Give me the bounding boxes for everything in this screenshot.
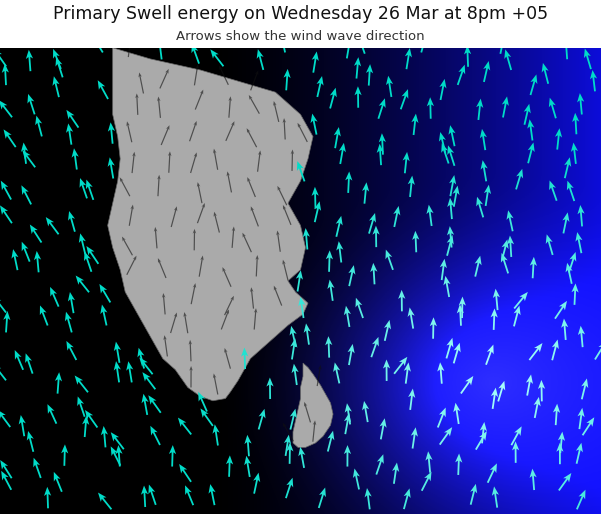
- Polygon shape: [108, 48, 313, 401]
- Text: Arrows show the wind wave direction: Arrows show the wind wave direction: [176, 30, 425, 43]
- Text: Primary Swell energy on Wednesday 26 Mar at 8pm +05: Primary Swell energy on Wednesday 26 Mar…: [53, 5, 548, 23]
- Polygon shape: [293, 363, 333, 447]
